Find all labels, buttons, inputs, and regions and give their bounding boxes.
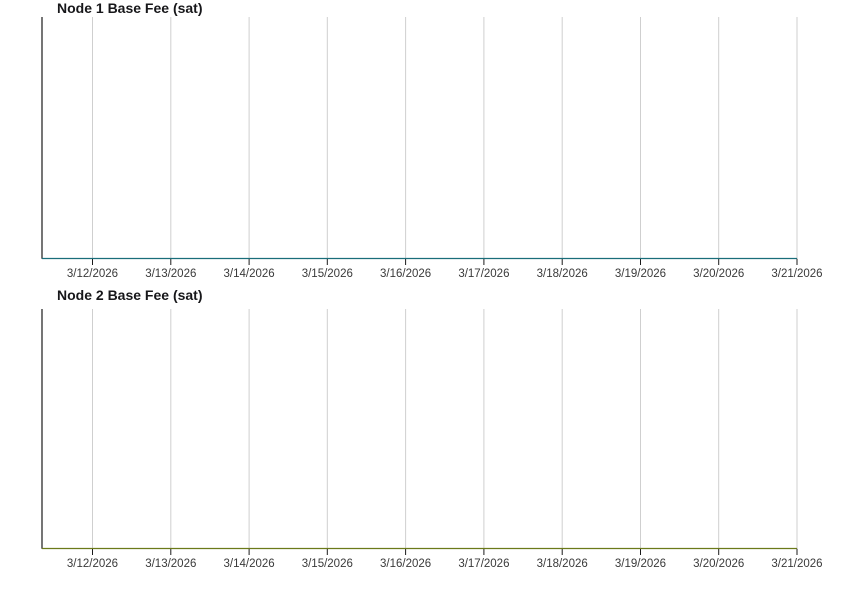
svg-text:3/13/2026: 3/13/2026 [145,558,196,570]
svg-text:3/15/2026: 3/15/2026 [302,268,353,280]
svg-text:3/16/2026: 3/16/2026 [380,558,431,570]
svg-text:3/13/2026: 3/13/2026 [145,268,196,280]
svg-text:3/20/2026: 3/20/2026 [693,558,744,570]
svg-text:3/12/2026: 3/12/2026 [67,558,118,570]
svg-text:3/21/2026: 3/21/2026 [771,268,822,280]
svg-text:3/17/2026: 3/17/2026 [458,558,509,570]
svg-text:3/20/2026: 3/20/2026 [693,268,744,280]
svg-text:3/12/2026: 3/12/2026 [67,268,118,280]
svg-text:3/14/2026: 3/14/2026 [224,268,275,280]
svg-text:3/14/2026: 3/14/2026 [224,558,275,570]
svg-text:3/19/2026: 3/19/2026 [615,268,666,280]
svg-text:3/18/2026: 3/18/2026 [537,558,588,570]
svg-text:3/17/2026: 3/17/2026 [458,268,509,280]
svg-text:3/19/2026: 3/19/2026 [615,558,666,570]
svg-text:3/21/2026: 3/21/2026 [771,558,822,570]
svg-text:3/16/2026: 3/16/2026 [380,268,431,280]
svg-text:3/18/2026: 3/18/2026 [537,268,588,280]
svg-text:3/15/2026: 3/15/2026 [302,558,353,570]
